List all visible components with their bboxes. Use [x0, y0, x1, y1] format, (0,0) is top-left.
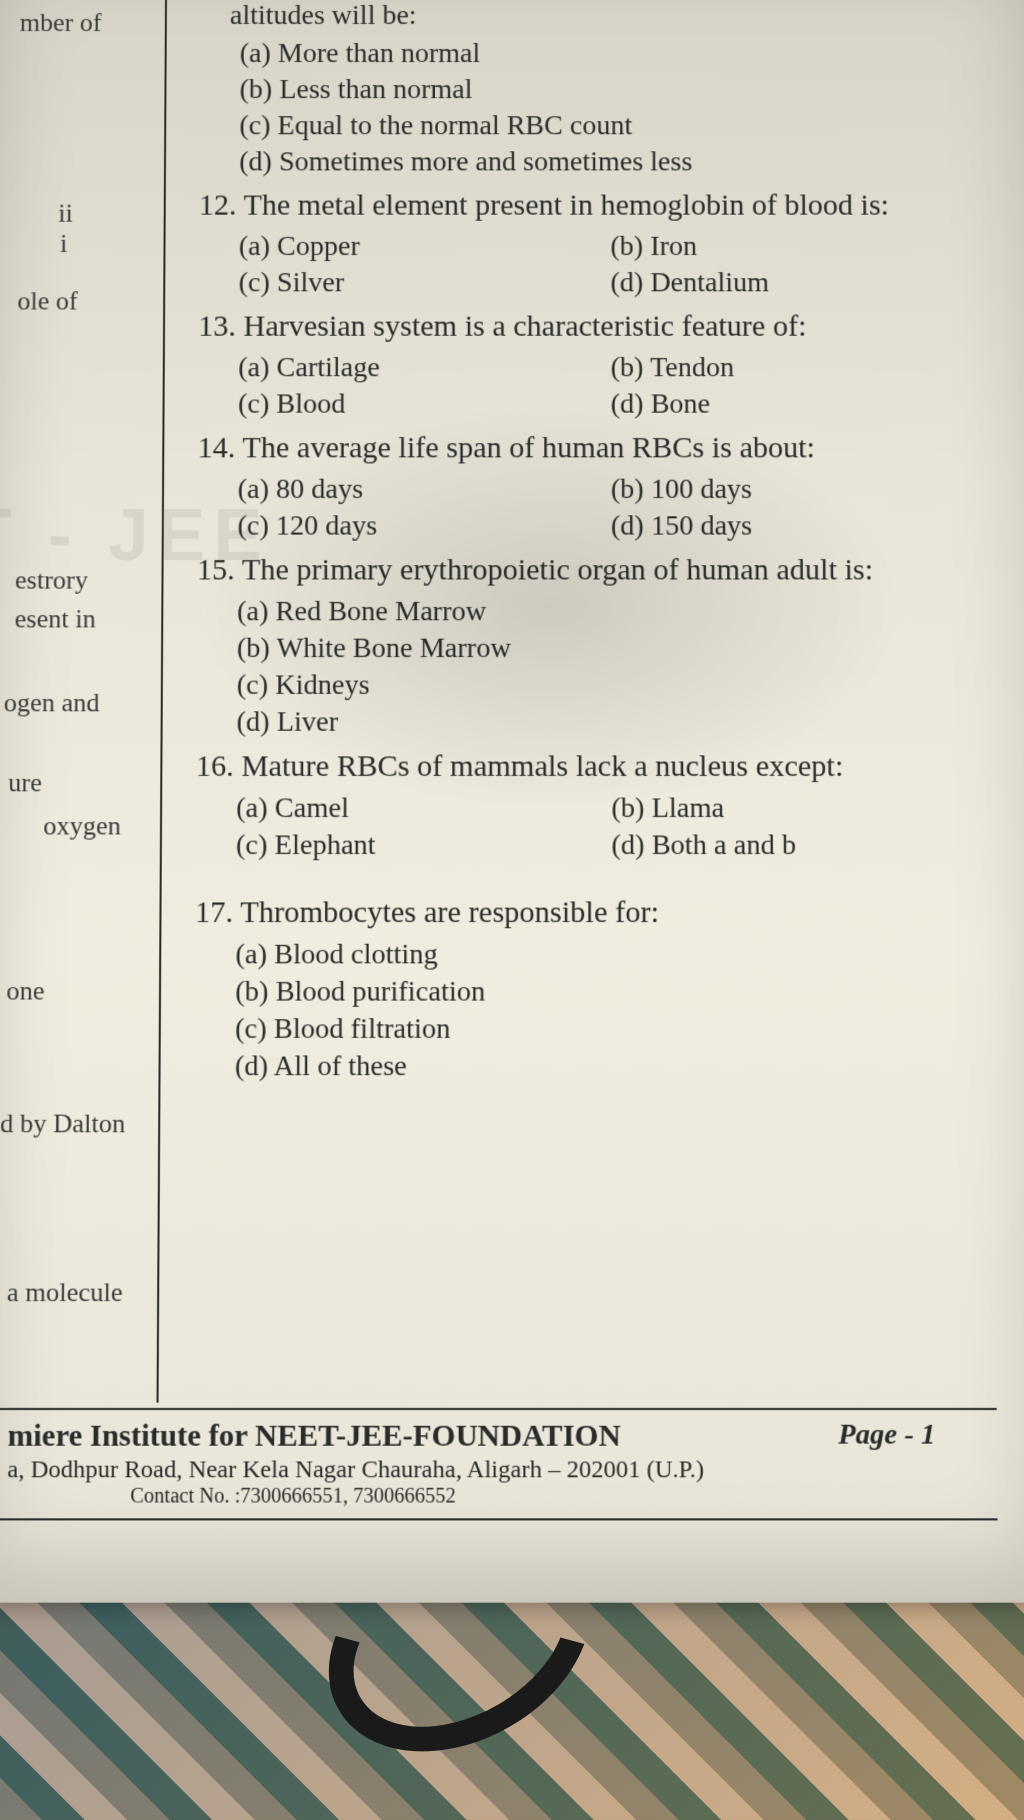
q11-option-d: (d) Sometimes more and sometimes less	[239, 144, 981, 180]
q13-option-c: (c) Blood	[238, 386, 611, 422]
q16-option-d: (d) Both a and b	[611, 827, 987, 864]
question-14: 14. The average life span of human RBCs …	[177, 431, 985, 545]
left-frag-6: esent in	[15, 604, 96, 635]
left-frag-1: mber of	[20, 8, 102, 38]
left-frag-4: ole of	[17, 286, 77, 316]
page-content: mber of ii i ole of estrory esent in oge…	[0, 0, 1024, 1603]
footer-contact: Contact No. :7300666551, 7300666552	[7, 1485, 997, 1509]
q12-option-d: (d) Dentalium	[610, 265, 982, 301]
question-12: 12. The metal element present in hemoglo…	[178, 189, 982, 302]
q12-option-b: (b) Iron	[610, 229, 982, 265]
q16-option-b: (b) Llama	[611, 790, 986, 827]
left-frag-9: oxygen	[43, 811, 121, 842]
left-frag-8: ure	[8, 768, 42, 799]
left-frag-2: ii	[58, 199, 73, 229]
question-13: 13. Harvesian system is a characteristic…	[178, 309, 984, 422]
q13-option-d: (d) Bone	[611, 386, 984, 422]
footer-bottom-line	[0, 1518, 998, 1520]
q16-option-a: (a) Camel	[236, 790, 611, 827]
questions-column: altitudes will be: (a) More than normal …	[174, 0, 989, 1094]
question-17: 17. Thrombocytes are responsible for: (a…	[174, 895, 989, 1085]
question-11: altitudes will be: (a) More than normal …	[179, 0, 982, 180]
footer-institute: miere Institute for NEET-JEE-FOUNDATION	[8, 1418, 621, 1453]
q15-option-a: (a) Red Bone Marrow	[237, 594, 985, 631]
left-column-fragments: mber of ii i ole of estrory esent in oge…	[0, 0, 170, 1603]
q12-option-c: (c) Silver	[239, 265, 611, 301]
left-frag-3: i	[60, 229, 68, 259]
q13-text: 13. Harvesian system is a characteristic…	[198, 309, 983, 343]
left-frag-10: one	[6, 976, 44, 1007]
q16-option-c: (c) Elephant	[236, 827, 612, 864]
q15-option-c: (c) Kidneys	[237, 667, 986, 704]
q14-option-b: (b) 100 days	[611, 472, 984, 509]
question-16: 16. Mature RBCs of mammals lack a nucleu…	[175, 749, 987, 864]
q14-option-a: (a) 80 days	[238, 472, 611, 509]
q11-option-c: (c) Equal to the normal RBC count	[239, 108, 981, 144]
q17-option-b: (b) Blood purification	[235, 974, 988, 1011]
q12-option-a: (a) Copper	[239, 229, 611, 265]
left-frag-11: d by Dalton	[0, 1108, 125, 1139]
q11-intro: altitudes will be:	[200, 0, 980, 32]
question-15: 15. The primary erythropoietic organ of …	[176, 553, 986, 741]
q11-option-b: (b) Less than normal	[239, 72, 980, 108]
q14-option-c: (c) 120 days	[237, 508, 611, 545]
q17-option-c: (c) Blood filtration	[235, 1011, 989, 1048]
page-footer: miere Institute for NEET-JEE-FOUNDATION …	[0, 1418, 997, 1508]
left-frag-7: ogen and	[4, 688, 100, 719]
q12-text: 12. The metal element present in hemoglo…	[199, 189, 982, 223]
q13-option-a: (a) Cartilage	[238, 350, 610, 386]
q15-text: 15. The primary erythropoietic organ of …	[197, 553, 985, 588]
q17-option-a: (a) Blood clotting	[235, 937, 988, 974]
q14-text: 14. The average life span of human RBCs …	[197, 431, 983, 466]
paper-sheet: mber of ii i ole of estrory esent in oge…	[0, 0, 1024, 1603]
q15-option-b: (b) White Bone Marrow	[237, 630, 986, 667]
footer-top-line	[0, 1408, 997, 1410]
footer-page-number: Page - 1	[838, 1418, 935, 1452]
left-frag-12: , a molecule	[0, 1277, 123, 1308]
footer-address: a, Dodhpur Road, Near Kela Nagar Chaurah…	[7, 1456, 997, 1484]
q17-text: 17. Thrombocytes are responsible for:	[195, 895, 988, 930]
q16-text: 16. Mature RBCs of mammals lack a nucleu…	[196, 749, 987, 784]
q13-option-b: (b) Tendon	[611, 350, 984, 386]
q14-option-d: (d) 150 days	[611, 508, 985, 545]
q17-option-d: (d) All of these	[235, 1048, 989, 1085]
q11-option-a: (a) More than normal	[240, 36, 981, 72]
q15-option-d: (d) Liver	[236, 704, 986, 741]
